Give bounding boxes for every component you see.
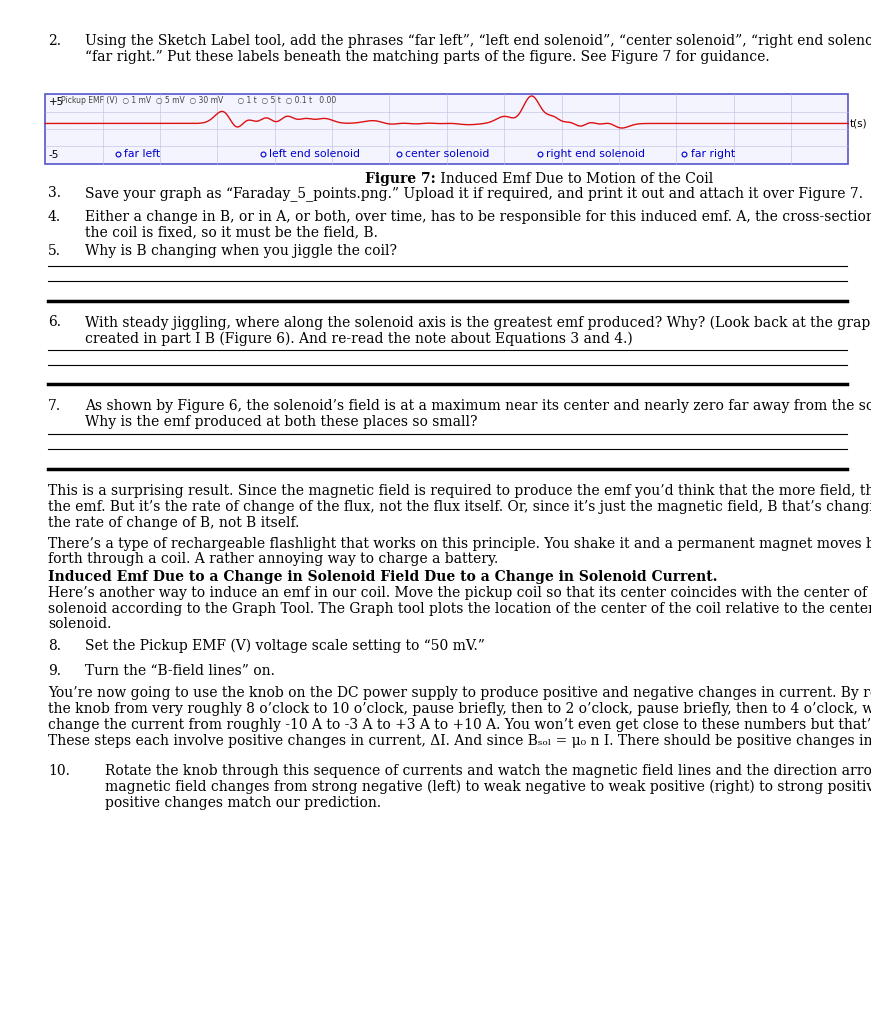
Text: Set the Pickup EMF (V) voltage scale setting to “50 mV.”: Set the Pickup EMF (V) voltage scale set… [85, 639, 485, 653]
Text: Pickup EMF (V)  ○ 1 mV  ○ 5 mV  ○ 30 mV      ○ 1 t  ○ 5 t  ○ 0.1 t   0.00: Pickup EMF (V) ○ 1 mV ○ 5 mV ○ 30 mV ○ 1… [61, 96, 336, 105]
Text: 10.: 10. [48, 764, 70, 778]
Text: solenoid.: solenoid. [48, 617, 111, 632]
Text: You’re now going to use the knob on the DC power supply to produce positive and : You’re now going to use the knob on the … [48, 686, 871, 700]
Text: forth through a coil. A rather annoying way to charge a battery.: forth through a coil. A rather annoying … [48, 553, 498, 566]
Text: 6.: 6. [48, 315, 61, 330]
Text: magnetic field changes from strong negative (left) to weak negative to weak posi: magnetic field changes from strong negat… [105, 780, 871, 795]
Text: “far right.” Put these labels beneath the matching parts of the figure. See Figu: “far right.” Put these labels beneath th… [85, 49, 770, 63]
Text: -5: -5 [49, 150, 59, 160]
Text: Here’s another way to induce an emf in our coil. Move the pickup coil so that it: Here’s another way to induce an emf in o… [48, 586, 871, 600]
Text: Using the Sketch Label tool, add the phrases “far left”, “left end solenoid”, “c: Using the Sketch Label tool, add the phr… [85, 34, 871, 48]
Text: Rotate the knob through this sequence of currents and watch the magnetic field l: Rotate the knob through this sequence of… [105, 764, 871, 778]
Text: As shown by Figure 6, the solenoid’s field is at a maximum near its center and n: As shown by Figure 6, the solenoid’s fie… [85, 399, 871, 414]
Text: the knob from very roughly 8 o’clock to 10 o’clock, pause briefly, then to 2 o’c: the knob from very roughly 8 o’clock to … [48, 702, 871, 716]
Text: Induced Emf Due to a Change in Solenoid Field Due to a Change in Solenoid Curren: Induced Emf Due to a Change in Solenoid … [48, 570, 718, 585]
Text: This is a surprising result. Since the magnetic field is required to produce the: This is a surprising result. Since the m… [48, 484, 871, 499]
Text: the rate of change of B, not B itself.: the rate of change of B, not B itself. [48, 516, 300, 530]
Text: positive changes match our prediction.: positive changes match our prediction. [105, 796, 381, 810]
Text: Why is B changing when you jiggle the coil?: Why is B changing when you jiggle the co… [85, 244, 397, 258]
Text: There’s a type of rechargeable flashlight that works on this principle. You shak: There’s a type of rechargeable flashligh… [48, 537, 871, 551]
Text: Either a change in B, or in A, or both, over time, has to be responsible for thi: Either a change in B, or in A, or both, … [85, 210, 871, 224]
Text: Figure 7:: Figure 7: [365, 172, 436, 186]
Text: far right: far right [691, 148, 734, 159]
Text: 8.: 8. [48, 639, 61, 653]
Text: Why is the emf produced at both these places so small?: Why is the emf produced at both these pl… [85, 416, 478, 429]
Text: far left: far left [125, 148, 160, 159]
Text: +5: +5 [49, 97, 64, 108]
Text: center solenoid: center solenoid [406, 148, 490, 159]
Text: Induced Emf Due to Motion of the Coil: Induced Emf Due to Motion of the Coil [436, 172, 712, 186]
Text: the coil is fixed, so it must be the field, B.: the coil is fixed, so it must be the fie… [85, 225, 378, 240]
Text: 4.: 4. [48, 210, 61, 224]
Text: right end solenoid: right end solenoid [546, 148, 645, 159]
Text: 9.: 9. [48, 664, 61, 678]
Text: t(s): t(s) [850, 119, 868, 128]
Text: created in part I B (Figure 6). And re-read the note about Equations 3 and 4.): created in part I B (Figure 6). And re-r… [85, 332, 633, 346]
Text: Save your graph as “Faraday_5_points.png.” Upload it if required, and print it o: Save your graph as “Faraday_5_points.png… [85, 186, 863, 202]
Text: Turn the “B-field lines” on.: Turn the “B-field lines” on. [85, 664, 275, 678]
Text: These steps each involve positive changes in current, ΔI. And since Bₛₒₗ = μ₀ n : These steps each involve positive change… [48, 733, 871, 748]
Text: solenoid according to the Graph Tool. The Graph tool plots the location of the c: solenoid according to the Graph Tool. Th… [48, 602, 871, 615]
Text: 7.: 7. [48, 399, 61, 414]
Text: 2.: 2. [48, 34, 61, 48]
Bar [45, 94, 848, 164]
Text: the emf. But it’s the rate of change of the flux, not the flux itself. Or, since: the emf. But it’s the rate of change of … [48, 500, 871, 514]
Text: 3.: 3. [48, 186, 61, 201]
Text: 5.: 5. [48, 244, 61, 258]
Text: With steady jiggling, where along the solenoid axis is the greatest emf produced: With steady jiggling, where along the so… [85, 315, 871, 330]
Text: left end solenoid: left end solenoid [269, 148, 360, 159]
Text: change the current from roughly -10 A to -3 A to +3 A to +10 A. You won’t even g: change the current from roughly -10 A to… [48, 718, 871, 732]
